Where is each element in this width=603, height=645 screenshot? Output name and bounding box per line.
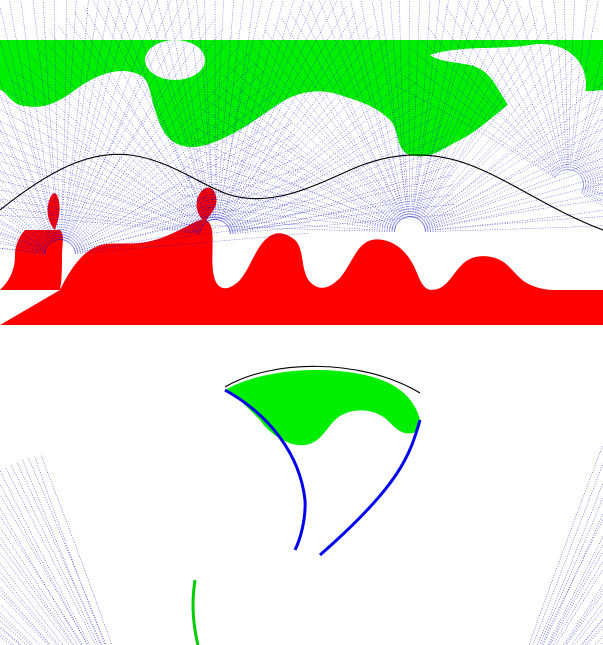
- top-panel: [0, 0, 603, 325]
- app-root: [0, 0, 603, 645]
- bottom-panel: [0, 325, 603, 645]
